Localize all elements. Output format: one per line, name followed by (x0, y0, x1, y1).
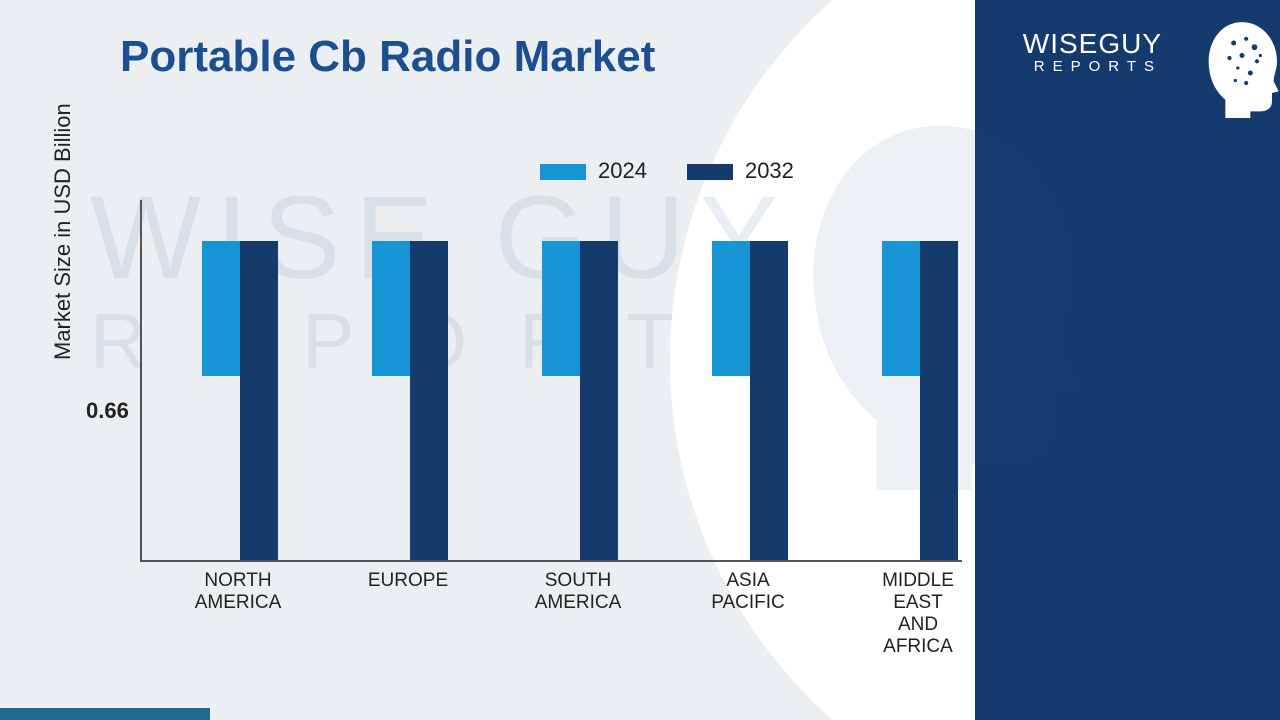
bar-2032 (410, 241, 448, 561)
bar-2024 (202, 241, 240, 376)
bottom-accent-bar (0, 708, 210, 720)
bar-2024 (372, 241, 410, 376)
x-axis-label: NORTHAMERICA (173, 570, 303, 614)
legend-swatch-2024 (540, 164, 586, 180)
bar-group (882, 241, 958, 561)
plot-area (140, 200, 962, 562)
bar-2024 (882, 241, 920, 376)
y-tick-label: 0.66 (86, 398, 129, 424)
bar-group (372, 241, 448, 561)
legend-label-2032: 2032 (745, 158, 794, 183)
page: Portable Cb Radio Market WISE GUY REPORT… (0, 0, 1280, 720)
bar-2024 (712, 241, 750, 376)
legend-item-2032: 2032 (687, 158, 794, 184)
y-axis-label: Market Size in USD Billion (50, 103, 76, 360)
bar-2024 (542, 241, 580, 376)
bar-2032 (920, 241, 958, 561)
bar-chart: 2024 2032 Market Size in USD Billion NOR… (80, 150, 960, 670)
bar-group (712, 241, 788, 561)
logo-head-icon (1198, 18, 1280, 118)
x-axis-label: EUROPE (343, 570, 473, 592)
bar-group (202, 241, 278, 561)
x-axis-label: MIDDLEEASTANDAFRICA (853, 570, 983, 657)
page-title: Portable Cb Radio Market (120, 32, 655, 82)
logo-text: WISEGUY REPORTS (1023, 28, 1162, 75)
logo-line2: REPORTS (1023, 58, 1162, 75)
chart-legend: 2024 2032 (540, 158, 794, 184)
legend-item-2024: 2024 (540, 158, 647, 184)
x-axis-label: ASIAPACIFIC (683, 570, 813, 614)
x-axis-label: SOUTHAMERICA (513, 570, 643, 614)
bar-2032 (240, 241, 278, 561)
bar-group (542, 241, 618, 561)
legend-label-2024: 2024 (598, 158, 647, 183)
legend-swatch-2032 (687, 164, 733, 180)
bar-2032 (750, 241, 788, 561)
logo-line1: WISEGUY (1023, 28, 1162, 60)
bar-2032 (580, 241, 618, 561)
